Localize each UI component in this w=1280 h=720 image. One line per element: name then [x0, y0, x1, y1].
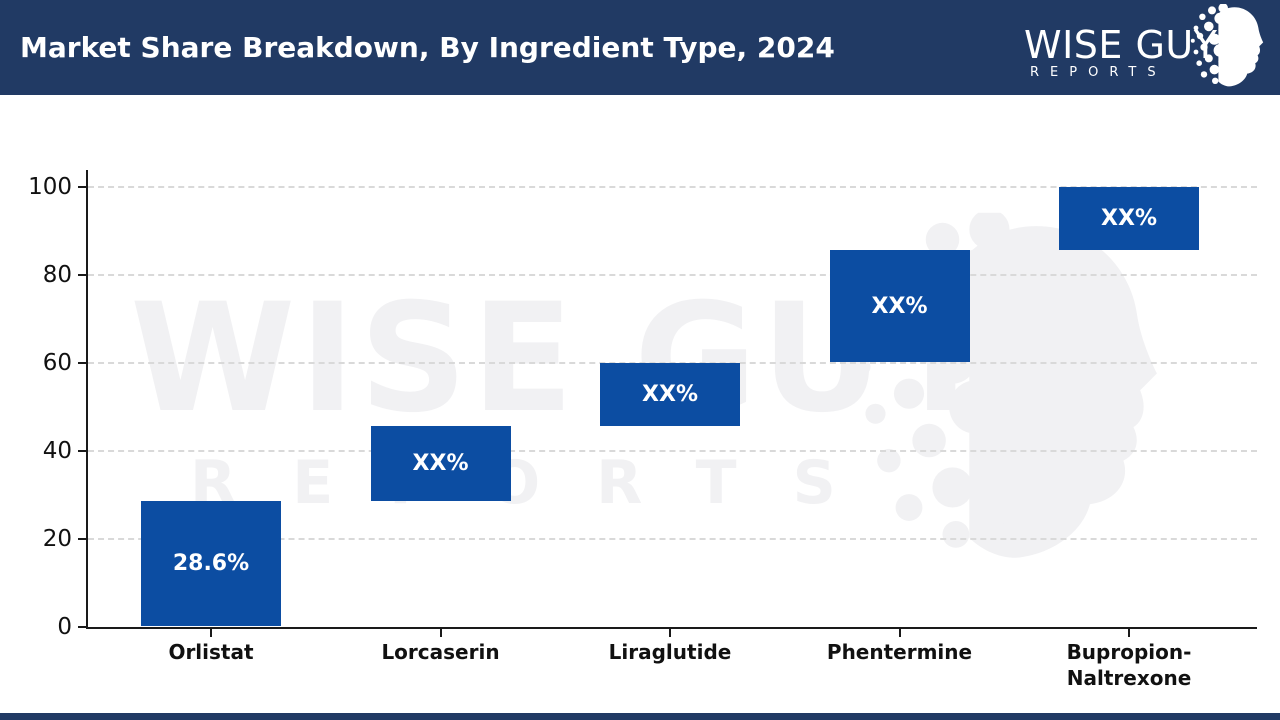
y-axis-line: [86, 170, 88, 629]
y-tick: [78, 537, 86, 540]
logo-subtext: REPORTS: [1030, 65, 1167, 80]
x-axis-line: [86, 626, 1257, 629]
gridline-20: [88, 537, 1257, 540]
bar-segment: XX%: [829, 250, 970, 363]
bar-value-label: XX%: [642, 381, 698, 407]
header: Market Share Breakdown, By Ingredient Ty…: [0, 0, 1280, 95]
y-tick-label: 0: [57, 613, 72, 640]
wiseguy-logo: WISE GUY REPORTS: [1016, 3, 1268, 93]
y-tick: [78, 273, 86, 276]
gridline-80: [88, 273, 1257, 276]
bar-segment: XX%: [600, 362, 740, 427]
bar-segment: XX%: [1059, 186, 1199, 251]
watermark-subtext: REPORTS: [190, 448, 892, 518]
y-tick: [78, 449, 86, 452]
gridline-100: [88, 185, 1257, 188]
y-tick: [78, 185, 86, 188]
y-tick-label: 20: [42, 525, 72, 552]
y-tick: [78, 361, 86, 364]
y-tick-label: 40: [42, 437, 72, 464]
gridline-40: [88, 449, 1257, 452]
bar-value-label: 28.6%: [172, 551, 250, 577]
x-tick: [669, 628, 671, 637]
logo-wordmark: WISE GUY: [1024, 23, 1218, 67]
bar-segment: XX%: [370, 426, 511, 501]
y-tick-label: 100: [28, 173, 72, 200]
x-axis-label: Orlistat: [168, 639, 254, 664]
x-tick: [1128, 628, 1130, 637]
y-tick-label: 80: [42, 261, 72, 288]
bar-value-label: XX%: [871, 293, 928, 319]
x-tick: [210, 628, 212, 637]
bar-value-label: XX%: [412, 450, 469, 476]
x-tick: [898, 628, 901, 637]
bar-value-label: XX%: [1101, 205, 1157, 231]
y-tick: [78, 625, 86, 628]
x-tick: [439, 628, 442, 637]
x-axis-label: Bupropion- Naltrexone: [1066, 639, 1192, 690]
wiseguy-face-icon: [1188, 4, 1268, 92]
bar-segment: 28.6%: [141, 500, 281, 627]
footer-bar: [0, 713, 1280, 720]
y-tick-label: 60: [42, 349, 72, 376]
chart-title: Market Share Breakdown, By Ingredient Ty…: [20, 31, 835, 64]
x-axis-label: Lorcaserin: [381, 639, 500, 664]
x-axis-label: Phentermine: [826, 639, 973, 664]
x-axis-label: Liraglutide: [608, 639, 732, 664]
